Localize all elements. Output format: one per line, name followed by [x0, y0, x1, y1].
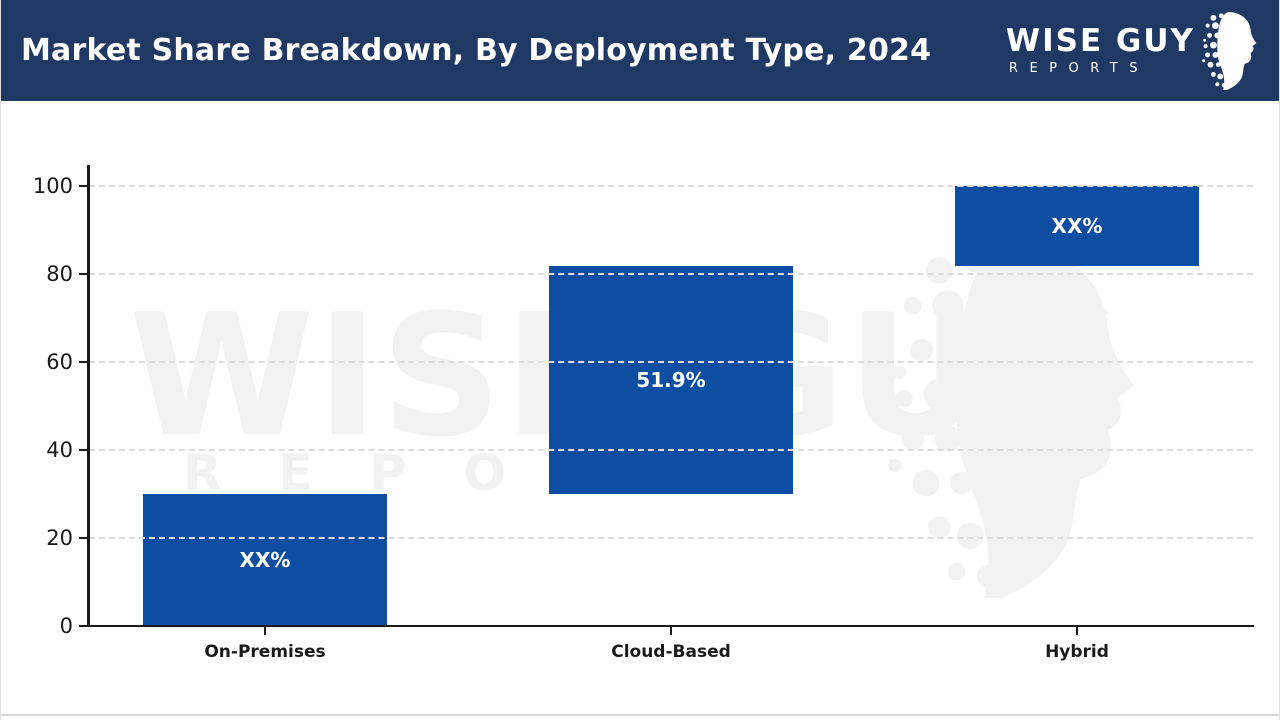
logo-wordmark: WISE GUY	[1005, 22, 1195, 59]
y-gridline	[89, 185, 1253, 187]
wise-guy-logo: WISE GUY REPORTS	[1006, 10, 1263, 92]
y-gridline	[89, 361, 1253, 363]
bar	[143, 494, 387, 626]
x-category-label: Hybrid	[1045, 642, 1109, 662]
x-category-label: Cloud-Based	[611, 642, 731, 662]
logo-text: WISE GUY REPORTS	[1005, 22, 1195, 76]
x-category-label: On-Premises	[204, 642, 326, 662]
bar-label: 51.9%	[636, 367, 706, 392]
y-gridline	[89, 273, 1253, 275]
x-tick	[670, 627, 672, 635]
y-tick-label: 40	[46, 438, 73, 462]
y-tick	[79, 537, 89, 539]
bar	[549, 265, 793, 494]
x-axis-line	[87, 624, 1254, 627]
y-tick	[79, 361, 89, 363]
y-tick-label: 100	[32, 174, 73, 198]
y-tick-label: 20	[46, 526, 73, 550]
bar-label: XX%	[1051, 213, 1103, 238]
x-tick	[1076, 627, 1078, 635]
y-tick-label: 60	[46, 350, 73, 374]
y-gridline	[89, 449, 1253, 451]
x-tick	[264, 627, 266, 635]
y-gridline	[89, 537, 1253, 539]
dotted-face-profile-icon	[1199, 10, 1263, 92]
chart-title: Market Share Breakdown, By Deployment Ty…	[21, 33, 932, 68]
y-tick-label: 0	[59, 614, 73, 638]
y-tick	[79, 625, 89, 627]
logo-subtitle: REPORTS	[1008, 60, 1150, 76]
bottom-border	[1, 714, 1279, 716]
y-tick	[79, 449, 89, 451]
y-axis-line	[87, 165, 90, 627]
y-tick-label: 80	[46, 262, 73, 286]
bar-label: XX%	[239, 548, 291, 572]
header: Market Share Breakdown, By Deployment Ty…	[1, 0, 1279, 101]
y-tick	[79, 185, 89, 187]
y-tick	[79, 273, 89, 275]
